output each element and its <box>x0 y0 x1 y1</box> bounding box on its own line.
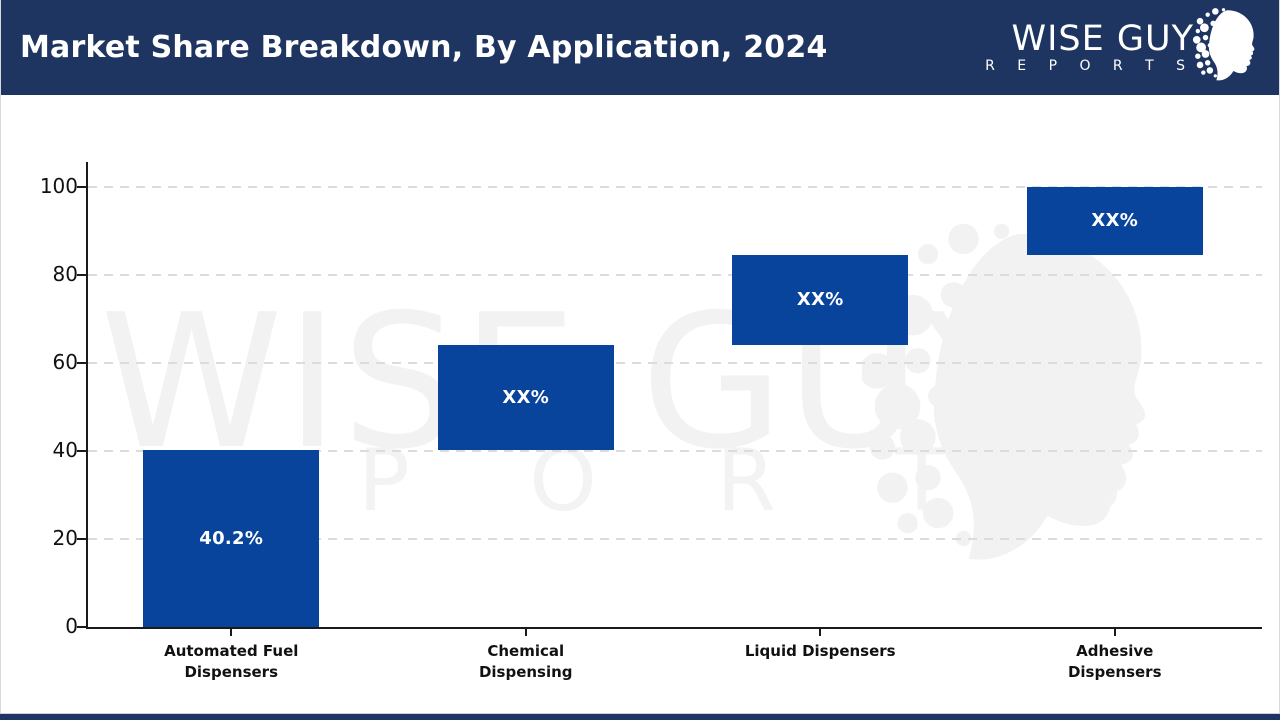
page-title: Market Share Breakdown, By Application, … <box>20 30 828 65</box>
y-axis-tick <box>77 626 86 628</box>
bar-value-label: XX% <box>796 289 844 311</box>
gridline <box>88 450 1262 452</box>
gridline <box>88 274 1262 276</box>
y-axis-tick <box>77 538 86 540</box>
bar-segment: XX% <box>1026 187 1203 255</box>
bar-segment: 40.2% <box>143 450 320 627</box>
header-bar: Market Share Breakdown, By Application, … <box>0 0 1280 95</box>
x-axis-tick <box>819 629 822 636</box>
x-axis-tick <box>230 629 233 636</box>
bottom-divider <box>0 713 1280 714</box>
logo-text: WISE GUY R E P O R T S <box>985 18 1194 75</box>
y-axis <box>86 162 88 629</box>
gridline <box>88 362 1262 364</box>
x-axis-tick <box>1113 629 1116 636</box>
y-axis-tick <box>77 450 86 452</box>
y-axis-tick <box>77 362 86 364</box>
bar-value-label: XX% <box>1091 210 1139 232</box>
bar-value-label: XX% <box>502 387 550 409</box>
y-tick-label: 60 <box>52 350 78 374</box>
x-axis-tick <box>524 629 527 636</box>
gridline <box>88 186 1262 188</box>
x-category-label: Adhesive Dispensers <box>1067 642 1162 681</box>
x-category-label: Chemical Dispensing <box>478 642 573 681</box>
logo-wordmark: WISE GUY <box>1011 18 1194 59</box>
x-axis <box>86 627 1262 629</box>
y-tick-label: 40 <box>52 438 78 462</box>
x-category-label: Automated Fuel Dispensers <box>164 642 299 681</box>
footer-bar <box>0 714 1280 720</box>
y-axis-tick <box>77 274 86 276</box>
gridline <box>88 538 1262 540</box>
y-tick-label: 80 <box>52 262 78 286</box>
logo-subtitle: R E P O R T S <box>985 58 1194 75</box>
wiseguy-head-icon <box>1192 7 1266 89</box>
bar-value-label: 40.2% <box>199 528 264 550</box>
wiseguy-logo: WISE GUY R E P O R T S <box>985 7 1280 89</box>
y-tick-label: 100 <box>39 174 78 198</box>
y-axis-tick <box>77 186 86 188</box>
bar-segment: XX% <box>732 254 909 345</box>
y-tick-label: 0 <box>65 614 78 638</box>
bar-segment: XX% <box>437 344 614 451</box>
x-category-label: Liquid Dispensers <box>744 642 896 660</box>
y-tick-label: 20 <box>52 526 78 550</box>
